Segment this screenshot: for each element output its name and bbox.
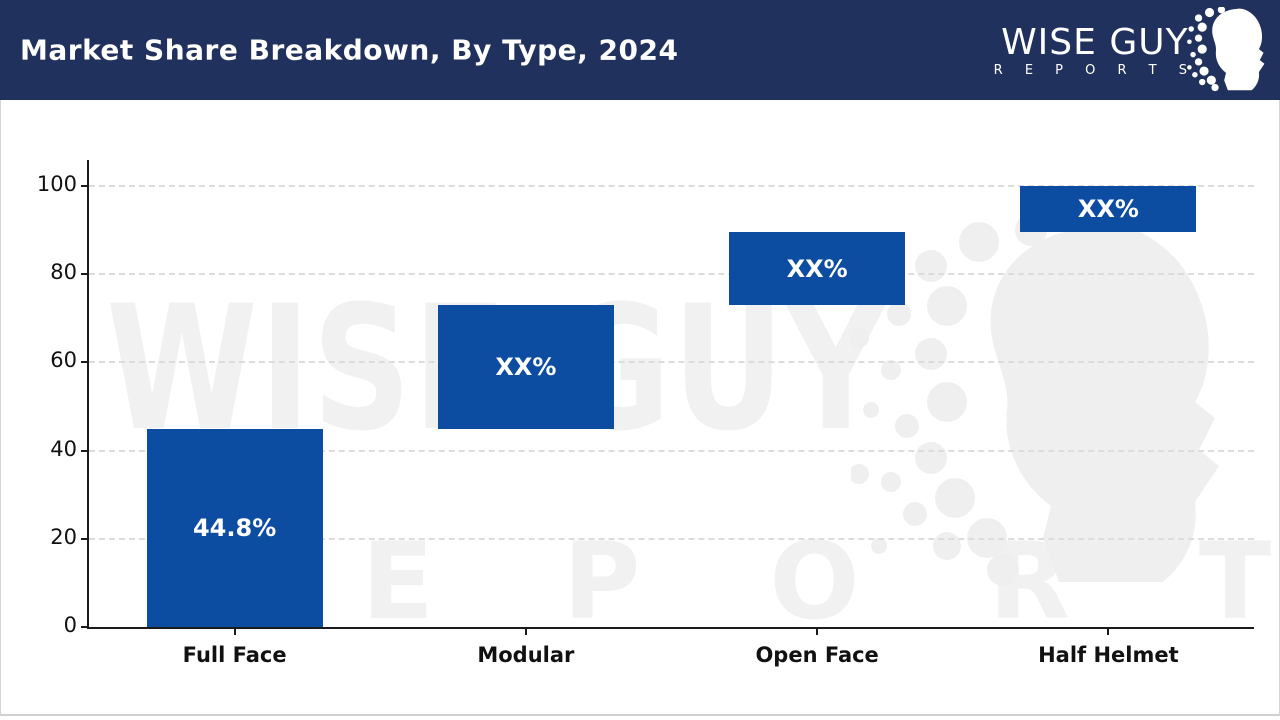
y-tick-100: [81, 185, 89, 187]
x-tick-modular: [524, 627, 527, 635]
head-profile-dots-icon: [1187, 7, 1265, 92]
gridline-y-100: [89, 185, 1254, 187]
bar-value-label-half-helmet: XX%: [1077, 195, 1139, 224]
y-tick-label-60: 60: [50, 348, 77, 373]
y-tick-label-0: 0: [63, 613, 77, 637]
y-tick-60: [81, 361, 89, 364]
header-banner: Market Share Breakdown, By Type, 2024 WI…: [0, 0, 1280, 100]
bar-half-helmet: XX%: [1020, 186, 1197, 233]
x-tick-half-helmet: [1107, 627, 1110, 635]
gridline-y-40: [89, 449, 1254, 452]
x-tick-label-modular: Modular: [477, 643, 575, 667]
gridline-y-80: [89, 273, 1254, 276]
bar-modular: XX%: [437, 305, 614, 430]
y-tick-40: [81, 449, 89, 452]
bar-full-face: 44.8%: [146, 429, 323, 627]
x-tick-open-face: [816, 627, 819, 635]
y-tick-label-40: 40: [50, 436, 77, 461]
gridline-y-20: [89, 537, 1254, 540]
bar-value-label-open-face: XX%: [786, 254, 848, 283]
x-tick-label-half-helmet: Half Helmet: [1038, 643, 1179, 667]
wiseguy-logo: WISE GUY R E P O R T S: [994, 0, 1272, 100]
y-tick-label-20: 20: [50, 524, 77, 549]
y-tick-80: [81, 273, 89, 276]
logo-subtitle: R E P O R T S: [993, 63, 1196, 78]
watermark-head-profile-dots-icon: [851, 218, 1219, 586]
y-axis-line: [87, 160, 89, 629]
chart-card: WISE GUY R E P O R T S 02040608010044.8%…: [0, 100, 1280, 716]
page-title: Market Share Breakdown, By Type, 2024: [20, 33, 679, 67]
gridline-y-60: [89, 361, 1254, 364]
x-tick-full-face: [233, 627, 236, 635]
y-tick-0: [81, 626, 89, 628]
logo-wordmark: WISE GUY: [1001, 22, 1189, 63]
x-tick-label-full-face: Full Face: [182, 643, 287, 667]
wiseguy-logo-text: WISE GUY R E P O R T S: [994, 22, 1196, 78]
y-tick-20: [81, 537, 89, 540]
x-axis-line: [87, 627, 1254, 629]
x-tick-label-open-face: Open Face: [755, 643, 879, 667]
y-tick-label-100: 100: [36, 172, 77, 196]
bar-value-label-full-face: 44.8%: [192, 514, 277, 543]
y-tick-label-80: 80: [50, 260, 77, 285]
bar-value-label-modular: XX%: [495, 353, 557, 382]
bar-open-face: XX%: [729, 232, 906, 306]
